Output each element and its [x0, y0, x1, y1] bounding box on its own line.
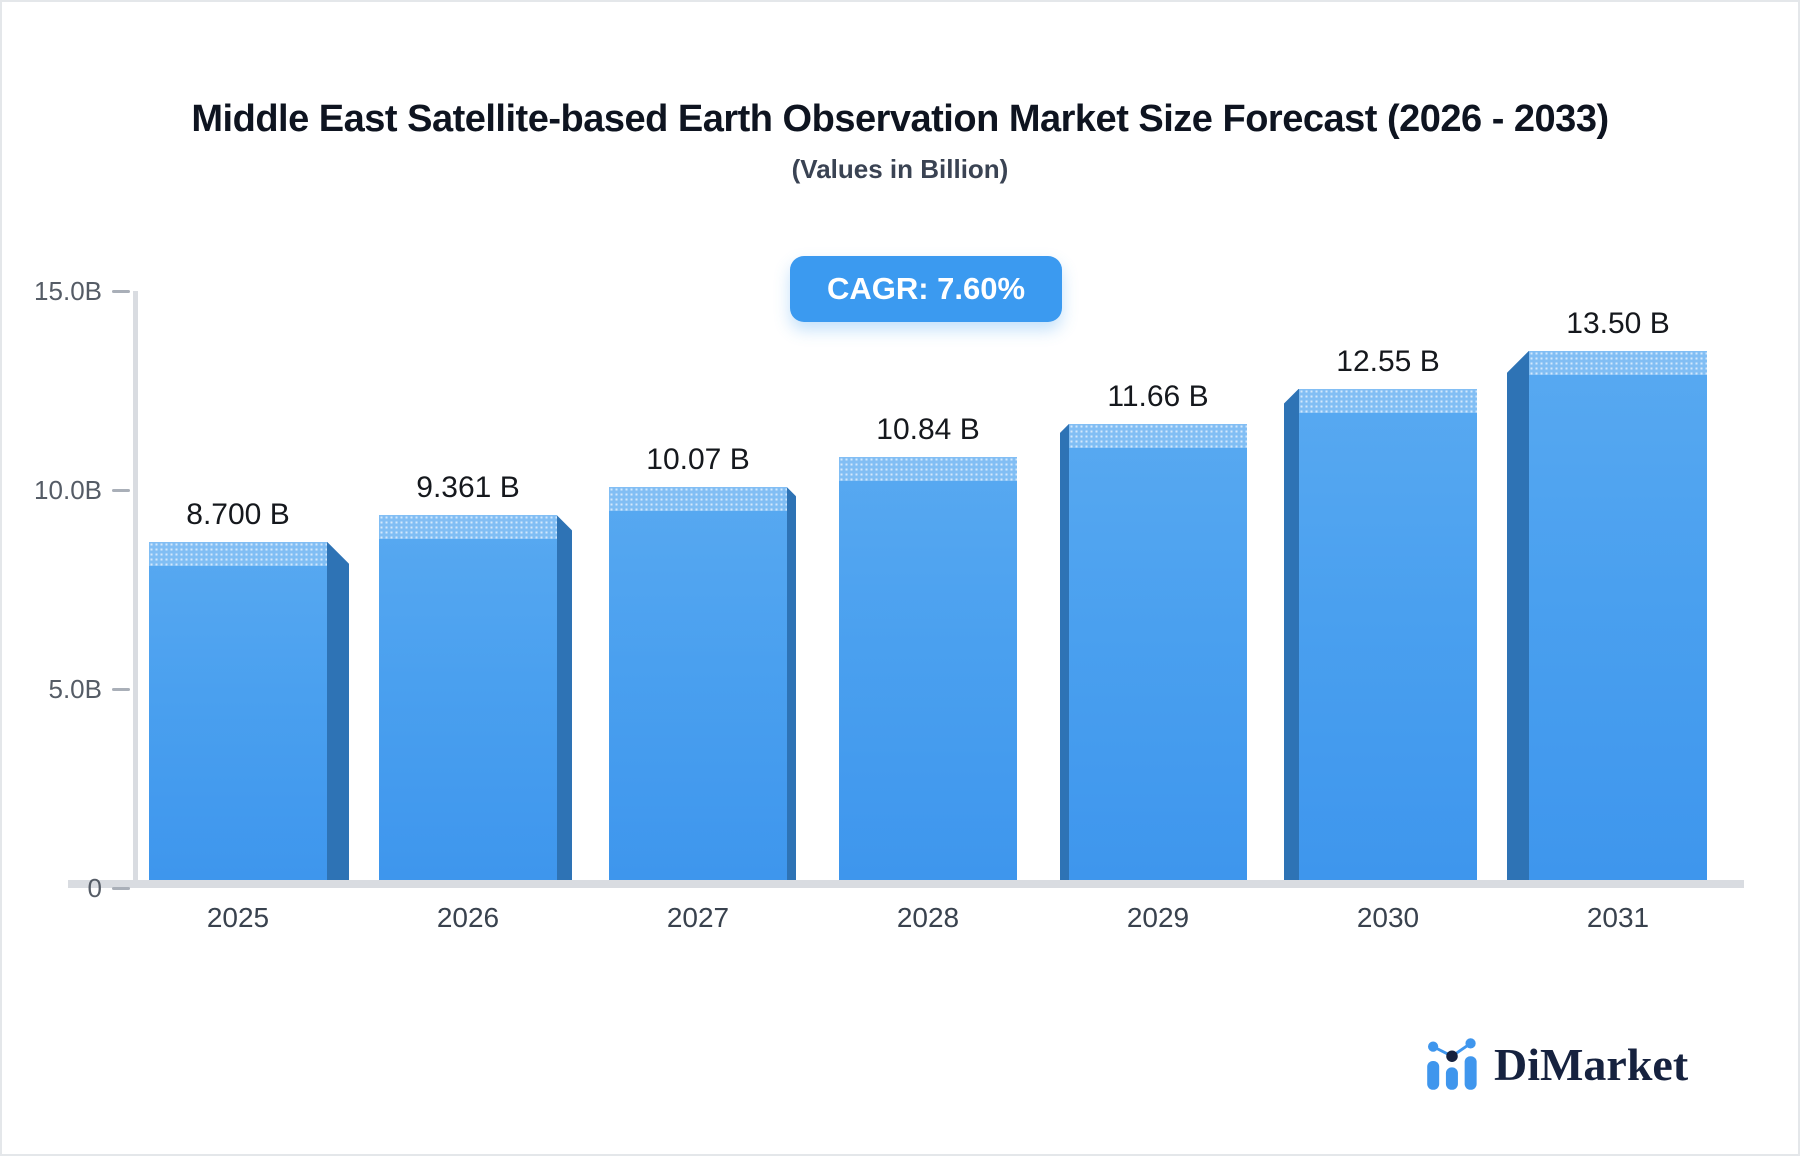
logo-text: DiMarket	[1494, 1039, 1689, 1090]
y-tick-label: 5.0B	[48, 674, 103, 704]
y-tick-mark	[112, 489, 130, 492]
bar-value-label: 10.84 B	[876, 412, 980, 446]
x-axis-label: 2030	[1356, 902, 1420, 933]
bar-value-label: 12.55 B	[1336, 344, 1440, 378]
bar-body	[609, 487, 787, 880]
x-axis-label: 2026	[436, 902, 500, 933]
y-tick-label: 15.0B	[34, 276, 102, 306]
bar-top-band	[379, 515, 557, 540]
y-tick-mark	[112, 290, 130, 293]
bar-side-face	[787, 487, 796, 880]
x-axis-label: 2029	[1126, 902, 1190, 933]
bar-top-band	[609, 487, 787, 512]
bar-top-band	[839, 456, 1017, 481]
y-axis-line	[133, 291, 138, 880]
x-axis-label: 2028	[896, 902, 960, 933]
cagr-badge: CAGR: 7.60%	[790, 256, 1062, 322]
x-axis-label: 2025	[206, 902, 270, 933]
brand-logo: DiMarket	[1420, 1030, 1688, 1100]
bar-value-label: 9.361 B	[416, 471, 520, 505]
bar-top-band	[1069, 423, 1247, 448]
y-tick-mark	[112, 887, 130, 890]
y-tick-label: 0	[87, 873, 102, 903]
bar-value-label: 13.50 B	[1566, 306, 1670, 340]
bar-body	[379, 515, 557, 880]
chart-subtitle: (Values in Billion)	[791, 154, 1009, 184]
bar-top-band	[1299, 388, 1477, 413]
bar-side-face	[327, 541, 349, 880]
bar-chart-logo-icon	[1420, 1033, 1484, 1097]
bar-side-face	[1284, 388, 1299, 880]
cagr-badge-label: CAGR: 7.60%	[826, 271, 1026, 306]
bar-body	[1529, 350, 1707, 880]
bar-top-band	[149, 541, 327, 566]
chart-title: Middle East Satellite-based Earth Observ…	[191, 98, 1609, 140]
bar-side-face	[1507, 350, 1529, 880]
bar-value-label: 11.66 B	[1107, 379, 1209, 413]
bar-value-label: 10.07 B	[646, 443, 750, 477]
bar-body	[149, 541, 327, 880]
bar-body	[839, 456, 1017, 880]
y-tick-label: 10.0B	[34, 475, 102, 505]
x-axis-label: 2031	[1586, 902, 1650, 933]
bar-side-face	[557, 515, 572, 880]
y-tick-mark	[112, 688, 130, 691]
bar-top-band	[1529, 350, 1707, 375]
bar-body	[1069, 423, 1247, 880]
x-axis-label: 2027	[666, 902, 730, 933]
x-baseline	[68, 880, 1744, 888]
bar-side-face	[1060, 423, 1069, 880]
bar-value-label: 8.700 B	[186, 497, 290, 531]
bar-body	[1299, 388, 1477, 880]
